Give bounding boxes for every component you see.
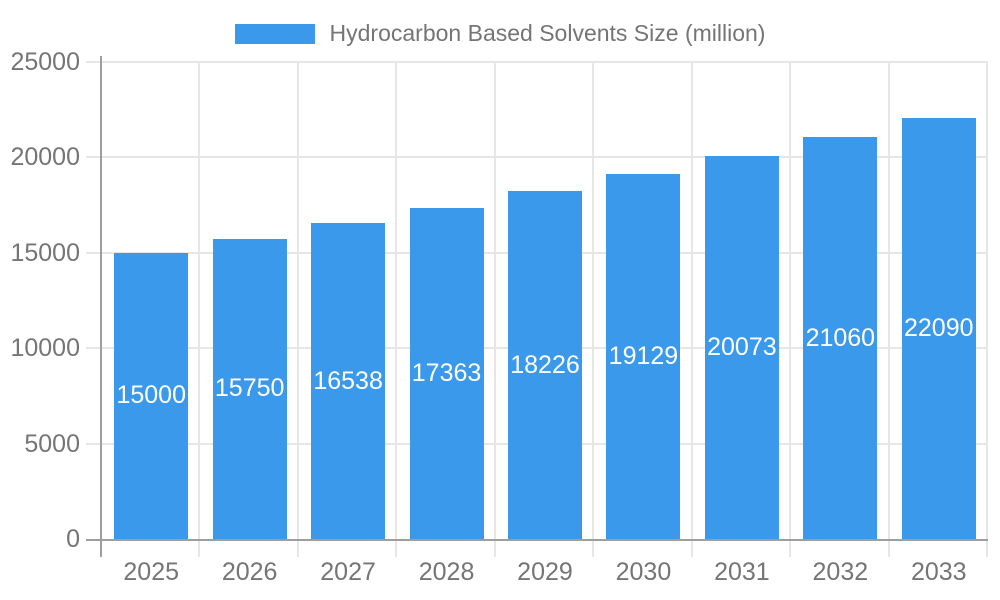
- x-axis-label: 2031: [714, 558, 770, 586]
- y-axis-label: 5000: [24, 429, 80, 458]
- gridline-vertical: [493, 62, 496, 539]
- gridline-vertical: [789, 62, 792, 539]
- x-axis-label: 2029: [517, 558, 573, 586]
- bar-2026[interactable]: 15750: [212, 238, 287, 539]
- y-axis-label: 15000: [10, 238, 80, 267]
- x-tick-mark: [395, 539, 398, 557]
- gridline-vertical: [887, 62, 890, 539]
- bar-2031[interactable]: 20073: [704, 156, 779, 539]
- gridline-horizontal: [102, 61, 988, 63]
- y-axis-label: 20000: [10, 143, 80, 172]
- y-axis-label: 10000: [10, 334, 80, 363]
- legend-swatch-icon: [234, 23, 315, 44]
- gridline-vertical: [690, 62, 693, 539]
- x-tick-mark: [887, 539, 890, 557]
- y-axis-line: [100, 56, 102, 557]
- bar-2030[interactable]: 19129: [606, 174, 681, 539]
- bar-2025[interactable]: 15000: [114, 252, 189, 539]
- bar-2027[interactable]: 16538: [311, 223, 386, 539]
- bar-2033[interactable]: 22090: [901, 117, 976, 539]
- bar-2029[interactable]: 18226: [508, 191, 582, 539]
- x-axis-label: 2033: [910, 558, 967, 586]
- x-tick-mark: [690, 539, 693, 557]
- gridline-vertical: [296, 62, 299, 539]
- x-tick-mark: [493, 539, 496, 557]
- bar-value-label: 21060: [805, 323, 876, 352]
- bar-value-label: 19129: [608, 342, 679, 371]
- y-axis-label: 25000: [10, 48, 80, 76]
- legend: Hydrocarbon Based Solvents Size (million…: [0, 20, 1000, 47]
- bar-value-label: 15000: [116, 381, 186, 410]
- y-tick-mark: [86, 61, 100, 63]
- bar-value-label: 15750: [214, 374, 285, 403]
- x-axis-label: 2030: [615, 558, 672, 586]
- y-tick-mark: [86, 347, 100, 350]
- gridline-vertical: [592, 62, 595, 539]
- x-tick-mark: [789, 539, 792, 557]
- x-tick-mark: [198, 539, 201, 557]
- gridline-vertical: [395, 62, 398, 539]
- plot-area: 0 5000 10000 15000 20000 25000 15000 2025 15750 2…: [10, 48, 988, 586]
- bar-value-label: 22090: [904, 313, 974, 342]
- y-tick-mark: [86, 156, 100, 159]
- gridline-vertical: [198, 62, 201, 539]
- x-axis-label: 2027: [320, 558, 376, 586]
- gridline-vertical: [986, 62, 988, 539]
- y-tick-mark: [86, 251, 100, 254]
- x-axis-label: 2026: [221, 558, 278, 586]
- bar-2032[interactable]: 21060: [803, 137, 878, 539]
- x-tick-mark: [296, 539, 299, 557]
- legend-item[interactable]: Hydrocarbon Based Solvents Size (million…: [234, 20, 766, 47]
- x-axis-label: 2028: [418, 558, 475, 586]
- x-axis-label: 2032: [812, 558, 869, 586]
- bar-value-label: 20073: [707, 333, 777, 361]
- gridline-horizontal: [102, 156, 988, 159]
- bar-2028[interactable]: 17363: [409, 207, 484, 539]
- legend-label: Hydrocarbon Based Solvents Size (million…: [329, 20, 766, 46]
- y-tick-mark: [86, 442, 100, 445]
- x-tick-mark: [986, 539, 988, 557]
- x-axis-line: [86, 539, 988, 541]
- x-axis-label: 2025: [123, 558, 180, 586]
- y-axis-label: 0: [66, 525, 80, 553]
- bar-value-label: 18226: [510, 350, 580, 379]
- bar-value-label: 17363: [411, 358, 482, 387]
- bar-value-label: 16538: [313, 366, 383, 395]
- x-tick-mark: [592, 539, 595, 557]
